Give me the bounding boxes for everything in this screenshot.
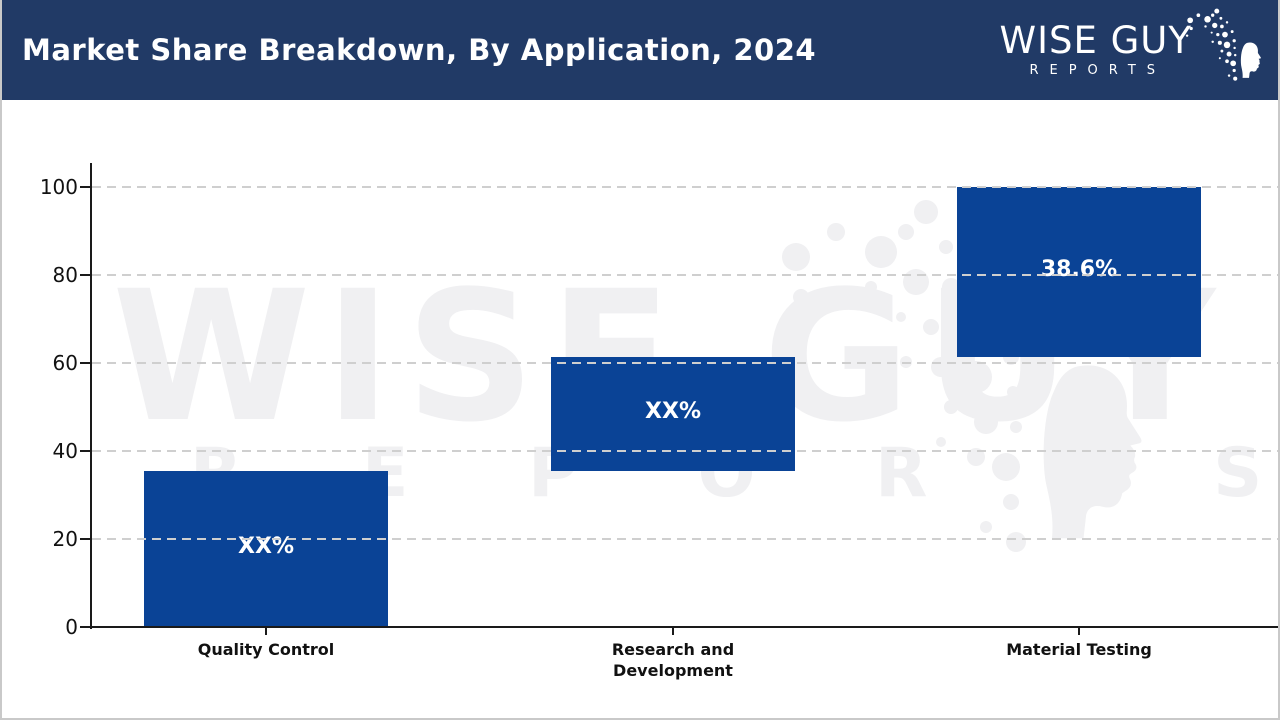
x-axis-line xyxy=(90,626,1278,628)
category-label-quality-control: Quality Control xyxy=(197,640,335,659)
brand-name: WISE GUY xyxy=(999,19,1192,62)
brand-face-icon xyxy=(1178,7,1274,93)
y-tick-60 xyxy=(80,361,90,364)
y-tick-label-80: 80 xyxy=(52,262,78,287)
watermark-face-icon xyxy=(740,192,1202,612)
y-tick-label-60: 60 xyxy=(52,350,78,375)
header-bar: Market Share Breakdown, By Application, … xyxy=(2,0,1278,100)
y-tick-label-100: 100 xyxy=(39,174,78,199)
y-tick-40 xyxy=(80,449,90,452)
brand-subtitle: REPORTS xyxy=(1029,63,1167,78)
y-axis-line xyxy=(90,163,92,629)
y-tick-100 xyxy=(80,185,90,188)
x-tick-research-and-development xyxy=(672,628,674,635)
page-title: Market Share Breakdown, By Application, … xyxy=(22,33,817,67)
category-label-research-and-development: Research and Development xyxy=(611,640,735,680)
brand-logo: WISE GUY REPORTS xyxy=(1000,0,1274,100)
y-tick-80 xyxy=(80,273,90,276)
y-tick-label-0: 0 xyxy=(65,615,78,639)
x-tick-material-testing xyxy=(1078,628,1080,635)
grid-line-100 xyxy=(92,185,1278,188)
bar-value-label-quality-control: XX% xyxy=(238,534,294,560)
category-label-material-testing: Material Testing xyxy=(1006,640,1152,659)
y-tick-label-40: 40 xyxy=(52,438,78,463)
y-tick-label-20: 20 xyxy=(52,526,78,551)
brand-logo-text: WISE GUY REPORTS xyxy=(1000,22,1192,78)
x-tick-quality-control xyxy=(265,628,267,635)
y-tick-20 xyxy=(80,537,90,540)
y-tick-0 xyxy=(80,626,90,628)
